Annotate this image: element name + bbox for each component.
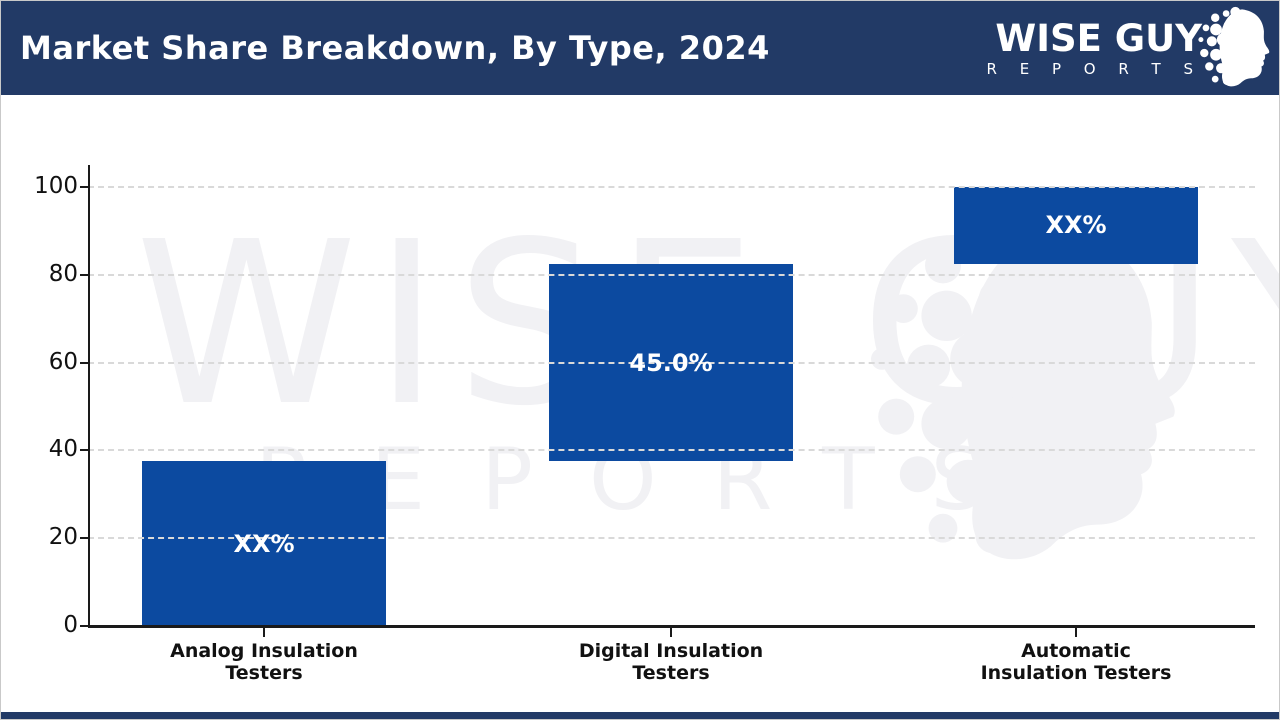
y-tick-label: 40	[48, 436, 78, 463]
y-tick-mark	[80, 537, 88, 540]
gridline-20	[88, 537, 1255, 540]
bar-value-label: XX%	[233, 529, 295, 558]
gridline-40	[88, 449, 1255, 452]
dotted-face-icon	[1198, 6, 1270, 87]
bar-value-label: XX%	[1045, 211, 1107, 240]
bar	[142, 461, 386, 626]
y-tick-label: 100	[34, 173, 78, 199]
y-axis	[88, 165, 90, 628]
y-tick-mark	[80, 625, 88, 627]
gridline-60	[88, 361, 1255, 364]
x-category-line: Digital Insulation	[578, 640, 764, 662]
x-category-label: Digital Insulation Testers	[579, 640, 763, 684]
y-tick-label: 60	[48, 348, 78, 375]
y-tick-mark	[80, 361, 88, 364]
x-category-label: Analog Insulation Testers	[170, 640, 358, 684]
x-category-line: Insulation Testers	[980, 662, 1172, 684]
y-tick-mark	[80, 449, 88, 452]
x-category-line: Analog Insulation	[170, 640, 358, 662]
y-tick-mark	[80, 186, 88, 188]
footer-band	[0, 712, 1280, 720]
logo-wordmark: WISE GUY	[995, 17, 1202, 60]
x-category-line: Testers	[225, 662, 303, 684]
x-tick-mark	[670, 628, 672, 637]
x-category-line: Testers	[632, 662, 710, 684]
y-tick-label: 0	[63, 612, 78, 638]
bar-value-label: 45.0%	[629, 348, 713, 377]
page-title: Market Share Breakdown, By Type, 2024	[20, 28, 770, 67]
x-axis	[88, 625, 1255, 628]
x-category-line: Automatic	[1021, 640, 1131, 662]
x-tick-mark	[263, 628, 265, 637]
x-category-label: Automatic Insulation Testers	[981, 640, 1172, 684]
logo-subtitle: R E P O R T S	[986, 60, 1202, 78]
y-tick-label: 80	[48, 260, 78, 287]
gridline-80	[88, 273, 1255, 276]
y-tick-mark	[80, 273, 88, 276]
x-tick-mark	[1075, 628, 1077, 637]
y-tick-label: 20	[48, 524, 78, 551]
gridline-100	[88, 186, 1255, 188]
wiseguy-logo: WISE GUY R E P O R T S	[987, 4, 1270, 92]
header-band: Market Share Breakdown, By Type, 2024 WI…	[0, 0, 1280, 95]
logo-text: WISE GUY R E P O R T S	[986, 17, 1202, 79]
